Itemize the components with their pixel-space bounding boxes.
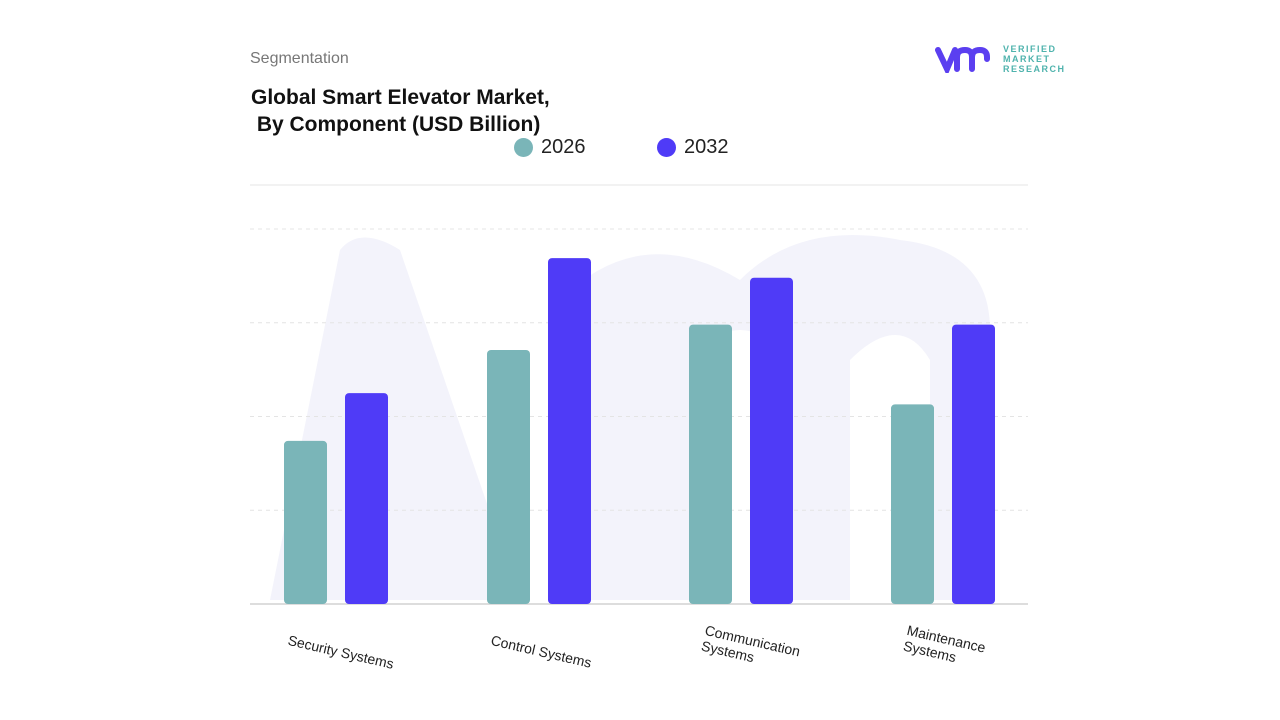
bar-2026 [487,349,530,604]
legend-item-2032: 2032 [657,136,729,159]
legend-label: 2026 [541,136,586,158]
bar-2026 [891,404,934,604]
legend-item-2026: 2026 [514,136,586,159]
bar-2032 [952,324,995,604]
chart-title: Global Smart Elevator Market, By Compone… [251,86,550,136]
logo-text: VERIFIED MARKET RESEARCH [1003,44,1066,74]
logo-text-line: MARKET [1003,54,1051,64]
bar-2026 [689,324,732,604]
bar-2032 [345,393,388,604]
vmr-logo-icon [935,46,990,73]
legend-label: 2032 [684,136,729,158]
logo-text-line: RESEARCH [1003,64,1066,74]
bar-2032 [548,258,591,604]
logo: VERIFIED MARKET RESEARCH [935,44,1066,74]
legend-swatch [657,138,676,157]
bar-2032 [750,277,793,604]
watermark [270,235,990,600]
logo-text-line: VERIFIED [1003,44,1057,54]
legend-swatch [514,138,533,157]
segmentation-label: Segmentation [250,50,349,67]
bar-2026 [284,440,327,604]
